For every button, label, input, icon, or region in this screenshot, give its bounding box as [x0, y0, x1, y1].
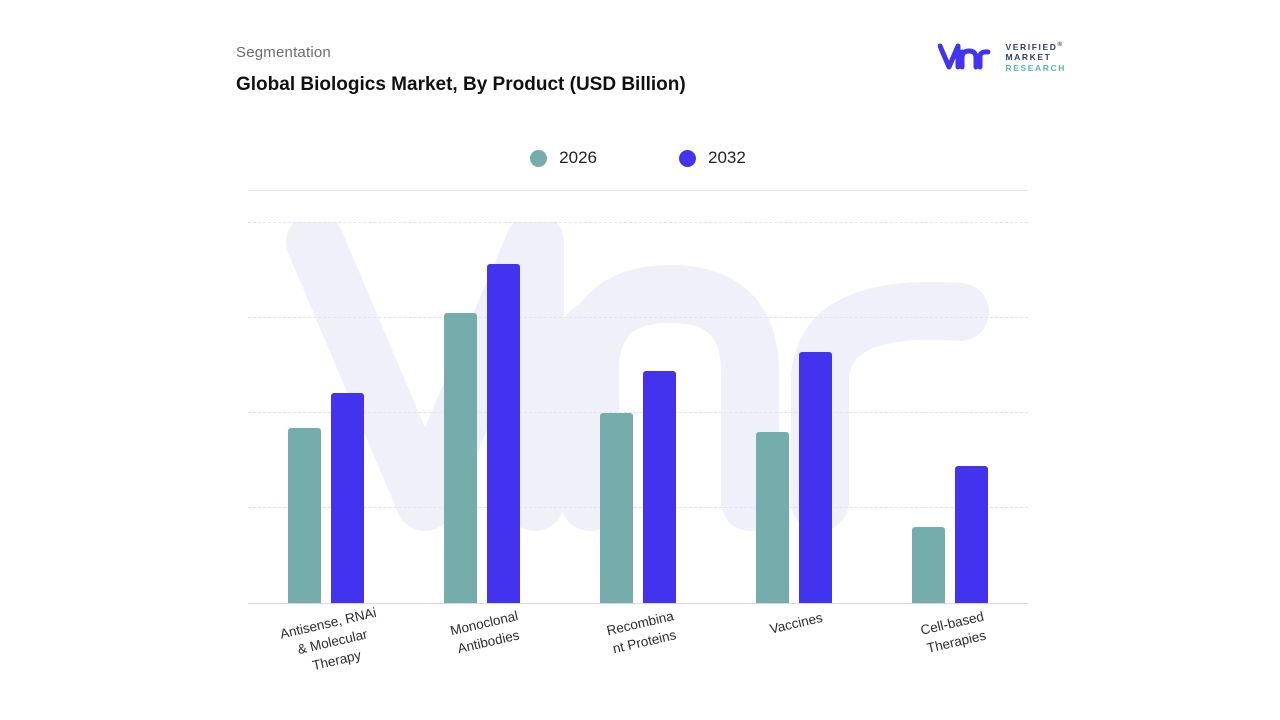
legend-swatch-2032	[679, 149, 696, 167]
bar-group	[560, 222, 716, 603]
bar-group	[404, 222, 560, 603]
bar-group	[716, 222, 872, 603]
bar-2026[interactable]	[288, 427, 321, 603]
gridline-50	[248, 412, 1028, 413]
bar-group	[248, 222, 404, 603]
legend-divider	[248, 190, 1028, 191]
legend-swatch-2026	[530, 149, 548, 167]
bar-2032[interactable]	[331, 393, 364, 603]
bar-2032[interactable]	[643, 370, 676, 603]
x-axis-label: Monoclonal Antibodies	[448, 608, 521, 657]
x-axis-label-cell: Recombina nt Proteins	[560, 606, 716, 706]
x-axis-label-cell: Vaccines	[716, 606, 872, 706]
plot-area	[248, 222, 1028, 604]
x-axis-label: Recombina nt Proteins	[605, 608, 678, 657]
vmr-logo-mark-icon	[937, 42, 996, 72]
x-axis-label: Vaccines	[768, 609, 825, 637]
bar-2026[interactable]	[600, 412, 633, 603]
gridline-100	[248, 222, 1028, 223]
x-axis-line	[248, 603, 1028, 604]
segmentation-eyebrow: Segmentation	[236, 44, 331, 61]
x-axis-label: Cell-based Therapies	[918, 608, 988, 656]
legend-label-2032: 2032	[708, 148, 746, 167]
gridline-25	[248, 507, 1028, 508]
x-axis-labels: Antisense, RNAi & Molecular Therapy Monoc…	[248, 605, 1028, 706]
bar-2026[interactable]	[444, 313, 477, 603]
logo-wordmark: VERIFIED® MARKET RESEARCH	[1005, 40, 1066, 73]
x-axis-label: Antisense, RNAi & Molecular Therapy	[278, 604, 378, 674]
page-title: Global Biologics Market, By Product (USD…	[236, 74, 686, 95]
bar-2032[interactable]	[955, 465, 988, 603]
chart-legend: 2026 2032	[248, 148, 1028, 168]
gridline-75	[248, 317, 1028, 318]
logo-line-research: RESEARCH	[1005, 62, 1066, 73]
bar-2026[interactable]	[912, 526, 945, 603]
header: Segmentation Global Biologics Market, By…	[236, 44, 1066, 99]
bar-2026[interactable]	[756, 431, 789, 603]
bar-2032[interactable]	[487, 263, 520, 603]
legend-item-2032[interactable]: 2032	[679, 148, 746, 168]
bar-2032[interactable]	[799, 351, 832, 603]
x-axis-label-cell: Cell-based Therapies	[872, 606, 1028, 706]
bar-groups	[248, 222, 1028, 603]
legend-label-2026: 2026	[559, 148, 597, 167]
logo-line-market: MARKET	[1005, 52, 1052, 63]
x-axis-label-cell: Monoclonal Antibodies	[404, 606, 560, 706]
logo-line-verified: VERIFIED®	[1005, 41, 1062, 52]
bar-group	[872, 222, 1028, 603]
legend-item-2026[interactable]: 2026	[530, 148, 597, 168]
brand-logo: VERIFIED® MARKET RESEARCH	[937, 40, 1066, 73]
registered-mark-icon: ®	[1057, 42, 1062, 48]
x-axis-label-cell: Antisense, RNAi & Molecular Therapy	[248, 605, 404, 706]
